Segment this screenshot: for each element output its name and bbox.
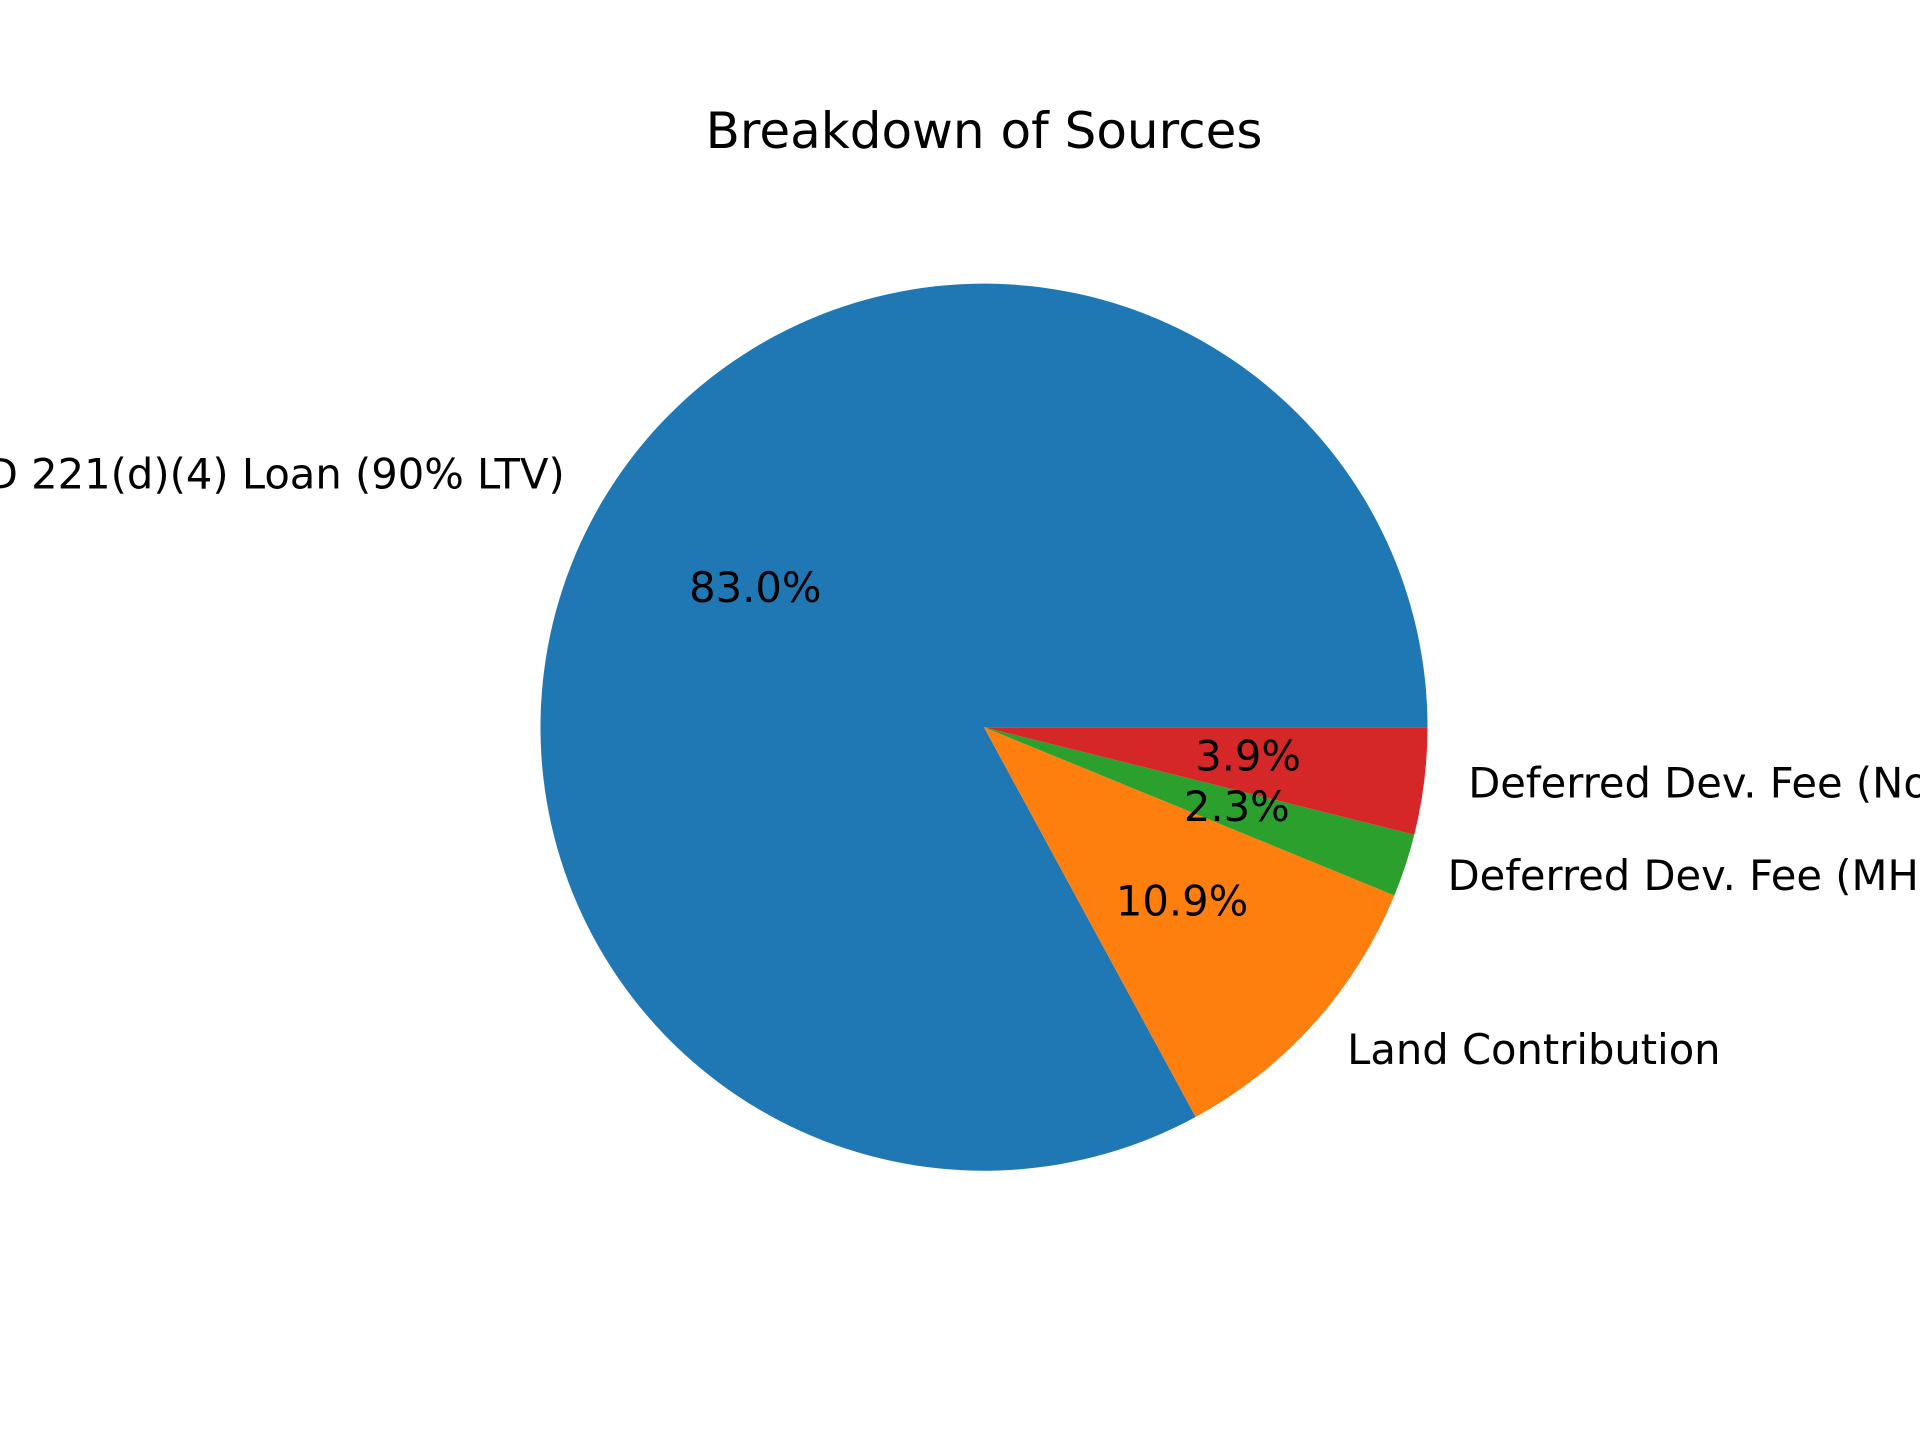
pie-slice-fee-mhdc bbox=[984, 727, 1415, 896]
slice-label-fee-mhdc: Deferred Dev. Fee (MHDC) bbox=[1448, 851, 1920, 900]
percent-label-land: 10.9% bbox=[1116, 877, 1248, 926]
pie-slice-land bbox=[984, 727, 1395, 1117]
pie-wedges bbox=[540, 283, 1428, 1171]
slice-label-fee-note: Deferred Dev. Fee (Note) bbox=[1468, 759, 1920, 808]
percent-label-hud-loan: 83.0% bbox=[689, 563, 821, 612]
slice-label-hud-loan: HUD 221(d)(4) Loan (90% LTV) bbox=[0, 450, 565, 499]
pie-slice-labels: HUD 221(d)(4) Loan (90% LTV) Land Contri… bbox=[0, 450, 1920, 1074]
percent-label-fee-note: 3.9% bbox=[1195, 731, 1301, 780]
chart-title: Breakdown of Sources bbox=[706, 102, 1263, 160]
slice-label-land: Land Contribution bbox=[1347, 1025, 1720, 1074]
pie-percent-labels: 83.0% 10.9% 2.3% 3.9% bbox=[689, 563, 1301, 926]
pie-slice-hud-loan bbox=[540, 283, 1428, 1171]
pie-slice-fee-note bbox=[984, 727, 1428, 835]
percent-label-fee-mhdc: 2.3% bbox=[1184, 782, 1290, 831]
